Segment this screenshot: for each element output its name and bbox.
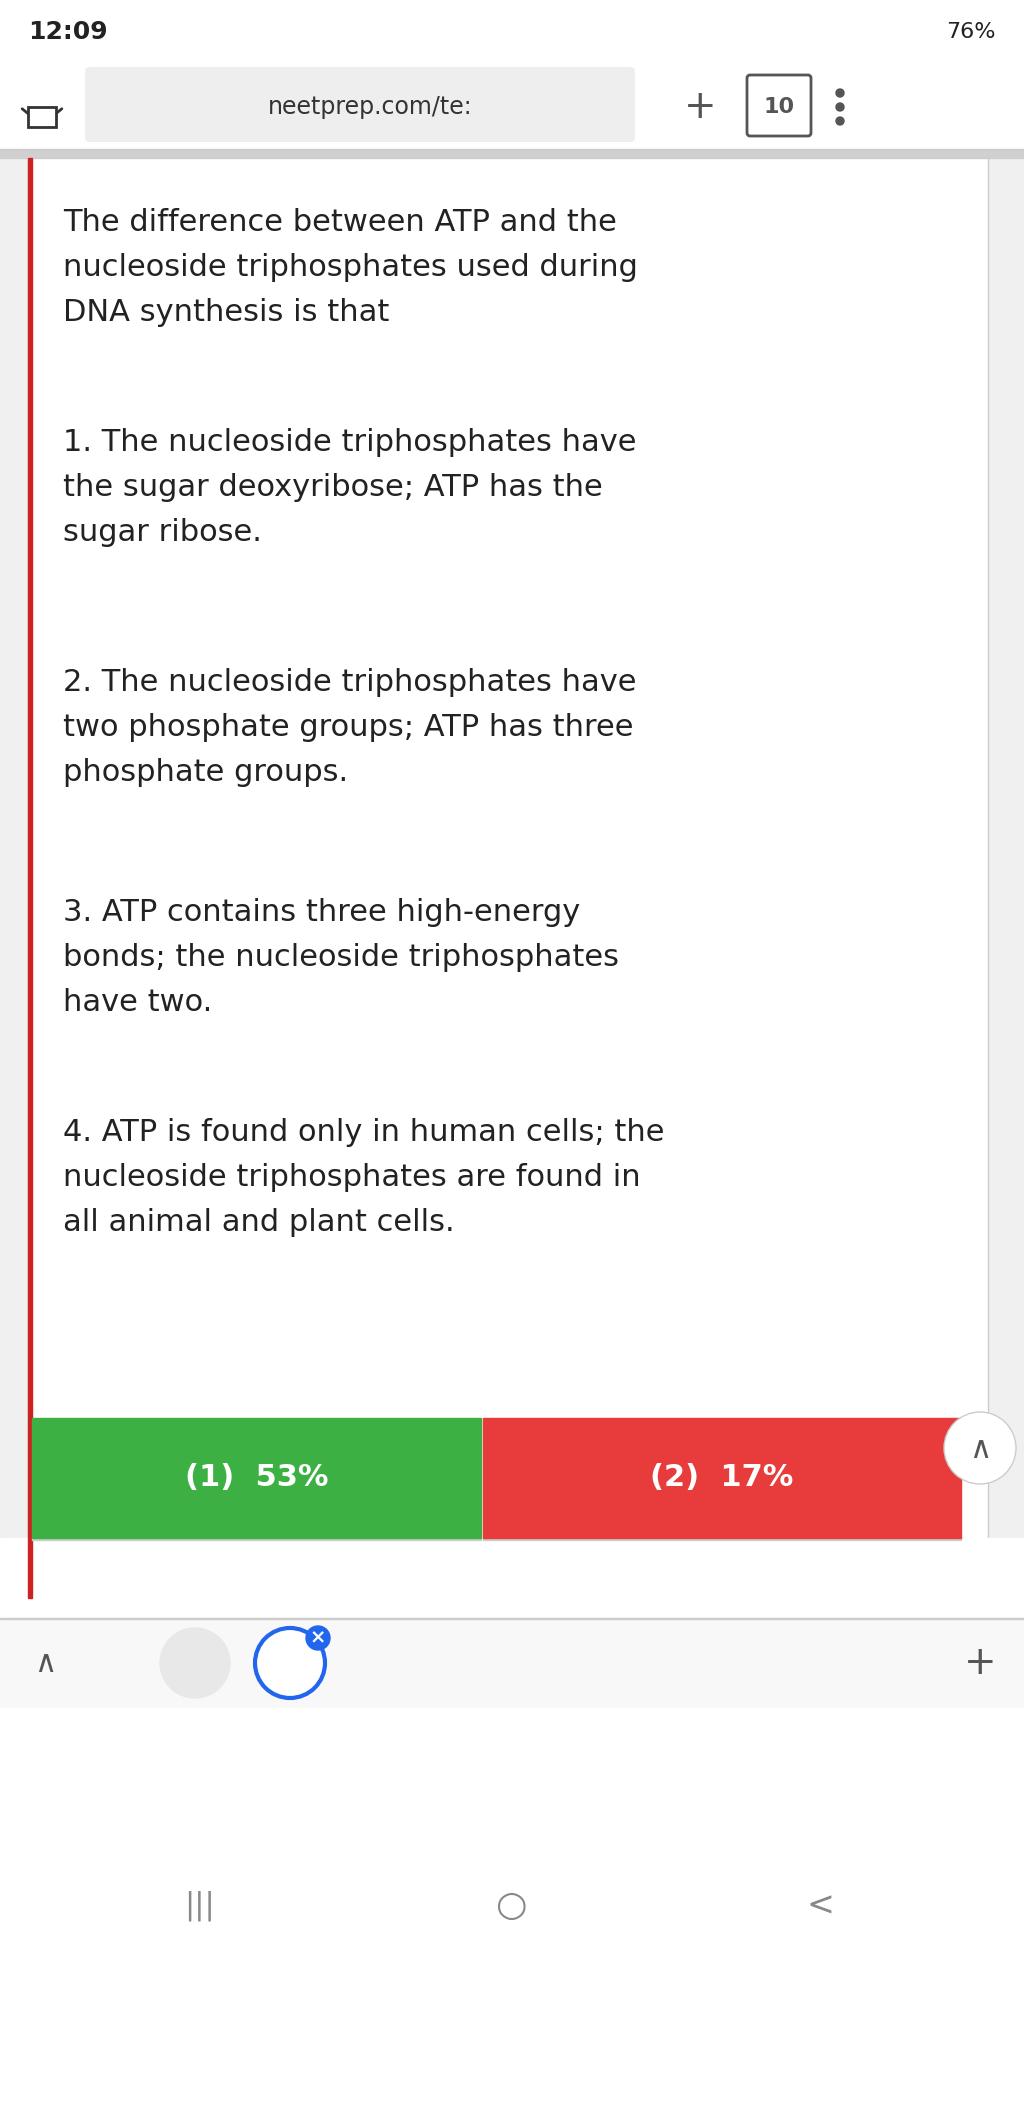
Text: 4. ATP is found only in human cells; the
nucleoside triphosphates are found in
a: 4. ATP is found only in human cells; the…: [63, 1117, 665, 1237]
FancyBboxPatch shape: [746, 76, 811, 137]
FancyBboxPatch shape: [85, 67, 635, 141]
Bar: [0, 61, 1024, 149]
Text: +: +: [964, 1643, 996, 1681]
Bar: [28, 158, 988, 1599]
Bar: [0, 1538, 1024, 1618]
Text: 1. The nucleoside triphosphates have
the sugar deoxyribose; ATP has the
sugar ri: 1. The nucleoside triphosphates have the…: [63, 427, 637, 547]
Text: 2. The nucleoside triphosphates have
two phosphate groups; ATP has three
phospha: 2. The nucleoside triphosphates have two…: [63, 667, 637, 787]
Text: ∧: ∧: [34, 1650, 56, 1677]
Text: (2)  17%: (2) 17%: [650, 1464, 794, 1492]
Bar: [0, 1708, 1024, 2104]
Text: 3. ATP contains three high-energy
bonds; the nucleoside triphosphates
have two.: 3. ATP contains three high-energy bonds;…: [63, 898, 618, 1016]
Bar: [0, 0, 1024, 61]
Text: 76%: 76%: [946, 21, 996, 42]
Bar: [28, 107, 56, 126]
Bar: [28, 158, 32, 1599]
Text: +: +: [684, 88, 717, 126]
Text: |||: |||: [184, 1891, 215, 1921]
Circle shape: [255, 1628, 325, 1698]
Circle shape: [160, 1628, 230, 1698]
Circle shape: [306, 1626, 330, 1650]
Circle shape: [944, 1412, 1016, 1483]
Bar: [0, 1618, 1024, 1708]
Text: The difference between ATP and the
nucleoside triphosphates used during
DNA synt: The difference between ATP and the nucle…: [63, 208, 638, 328]
Text: (1)  53%: (1) 53%: [184, 1464, 329, 1492]
Circle shape: [836, 88, 844, 97]
Text: ×: ×: [310, 1628, 327, 1647]
Text: neetprep.com/te:: neetprep.com/te:: [267, 95, 472, 120]
Text: 10: 10: [764, 97, 795, 118]
Circle shape: [836, 103, 844, 112]
Bar: [0, 149, 1024, 158]
Bar: [32, 1418, 481, 1538]
Text: 12:09: 12:09: [28, 21, 108, 44]
Bar: [483, 1418, 961, 1538]
Text: <: <: [806, 1889, 834, 1923]
Text: ○: ○: [497, 1889, 527, 1923]
Circle shape: [255, 1628, 325, 1698]
Bar: [0, 1639, 1024, 1759]
Text: ∧: ∧: [969, 1435, 991, 1464]
Circle shape: [836, 118, 844, 124]
